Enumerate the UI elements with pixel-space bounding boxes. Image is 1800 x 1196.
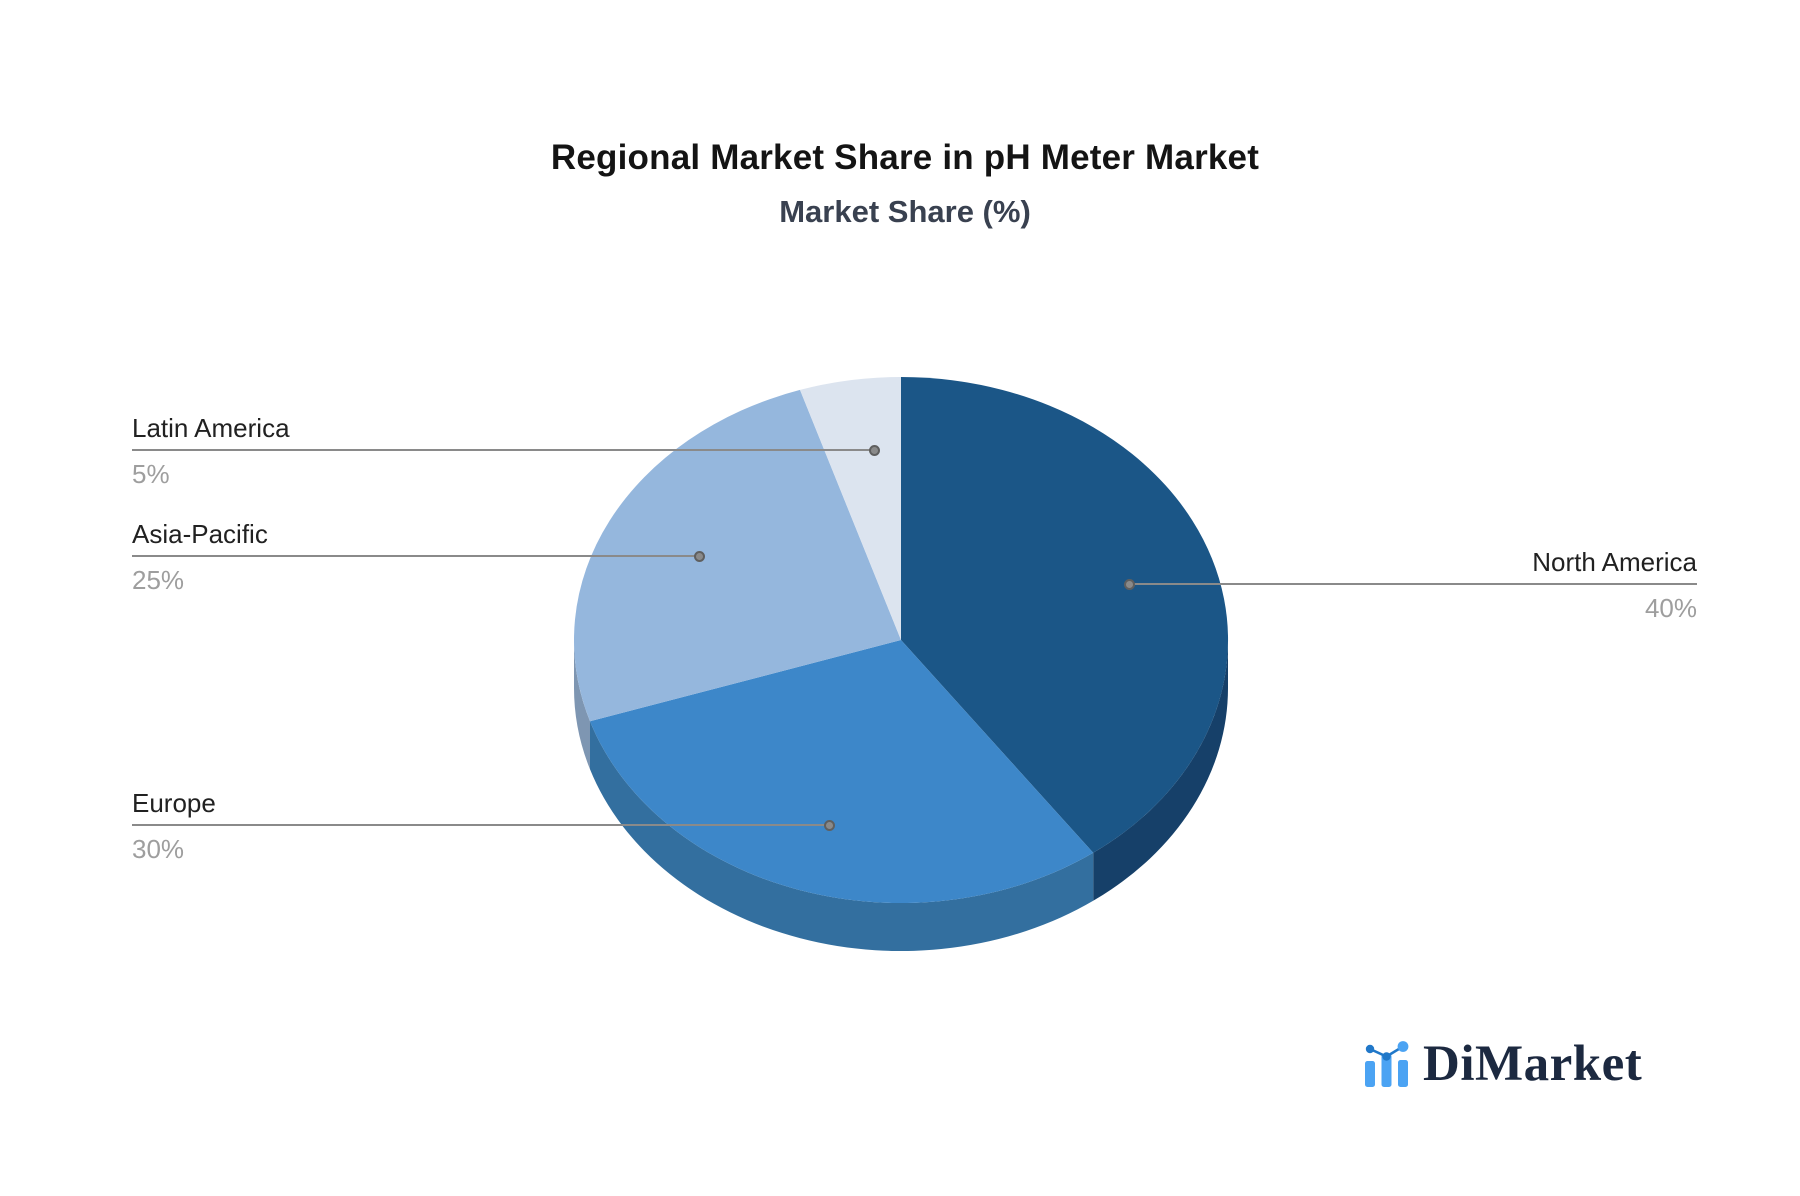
chart-title: Regional Market Share in pH Meter Market [550, 138, 1260, 177]
pie-slice-side-asia-pacific [574, 640, 590, 770]
leader-line [1124, 579, 1697, 590]
dimarket-logo: DiMarket [1364, 1036, 1643, 1093]
bar-line-chart-icon [1365, 1041, 1409, 1087]
leader-dot [869, 445, 880, 456]
slice-value: 30% [132, 834, 185, 864]
pie-slice-latin-america[interactable] [800, 377, 901, 640]
chart-subtitle: Market Share (%) [779, 194, 1031, 229]
leader-line [132, 820, 835, 831]
label-asia-pacific: Asia-Pacific 25% [132, 519, 705, 595]
leader-line [132, 445, 880, 456]
pie-slice-side-north-america [1093, 640, 1228, 901]
leader-line [132, 551, 705, 562]
label-latin-america: Latin America 5% [132, 413, 880, 489]
leader-dot [824, 820, 835, 831]
pie-slice-north-america[interactable] [901, 377, 1229, 853]
slice-value: 25% [132, 565, 185, 595]
logo-text: DiMarket [1423, 1036, 1643, 1093]
leader-dot [694, 551, 705, 562]
label-north-america: North America 40% [1124, 547, 1697, 623]
pie-slice-side-europe [590, 721, 1094, 952]
slice-label: Latin America [132, 413, 290, 443]
slice-value: 5% [132, 459, 170, 489]
pie-slice-asia-pacific[interactable] [574, 389, 901, 722]
slice-label: Asia-Pacific [132, 519, 268, 549]
slice-label: Europe [132, 788, 216, 818]
leader-dot [1124, 579, 1135, 590]
slice-value: 40% [1644, 593, 1697, 623]
slice-label: North America [1532, 547, 1697, 577]
pie-slice-europe[interactable] [590, 640, 1094, 904]
label-europe: Europe 30% [132, 788, 835, 864]
